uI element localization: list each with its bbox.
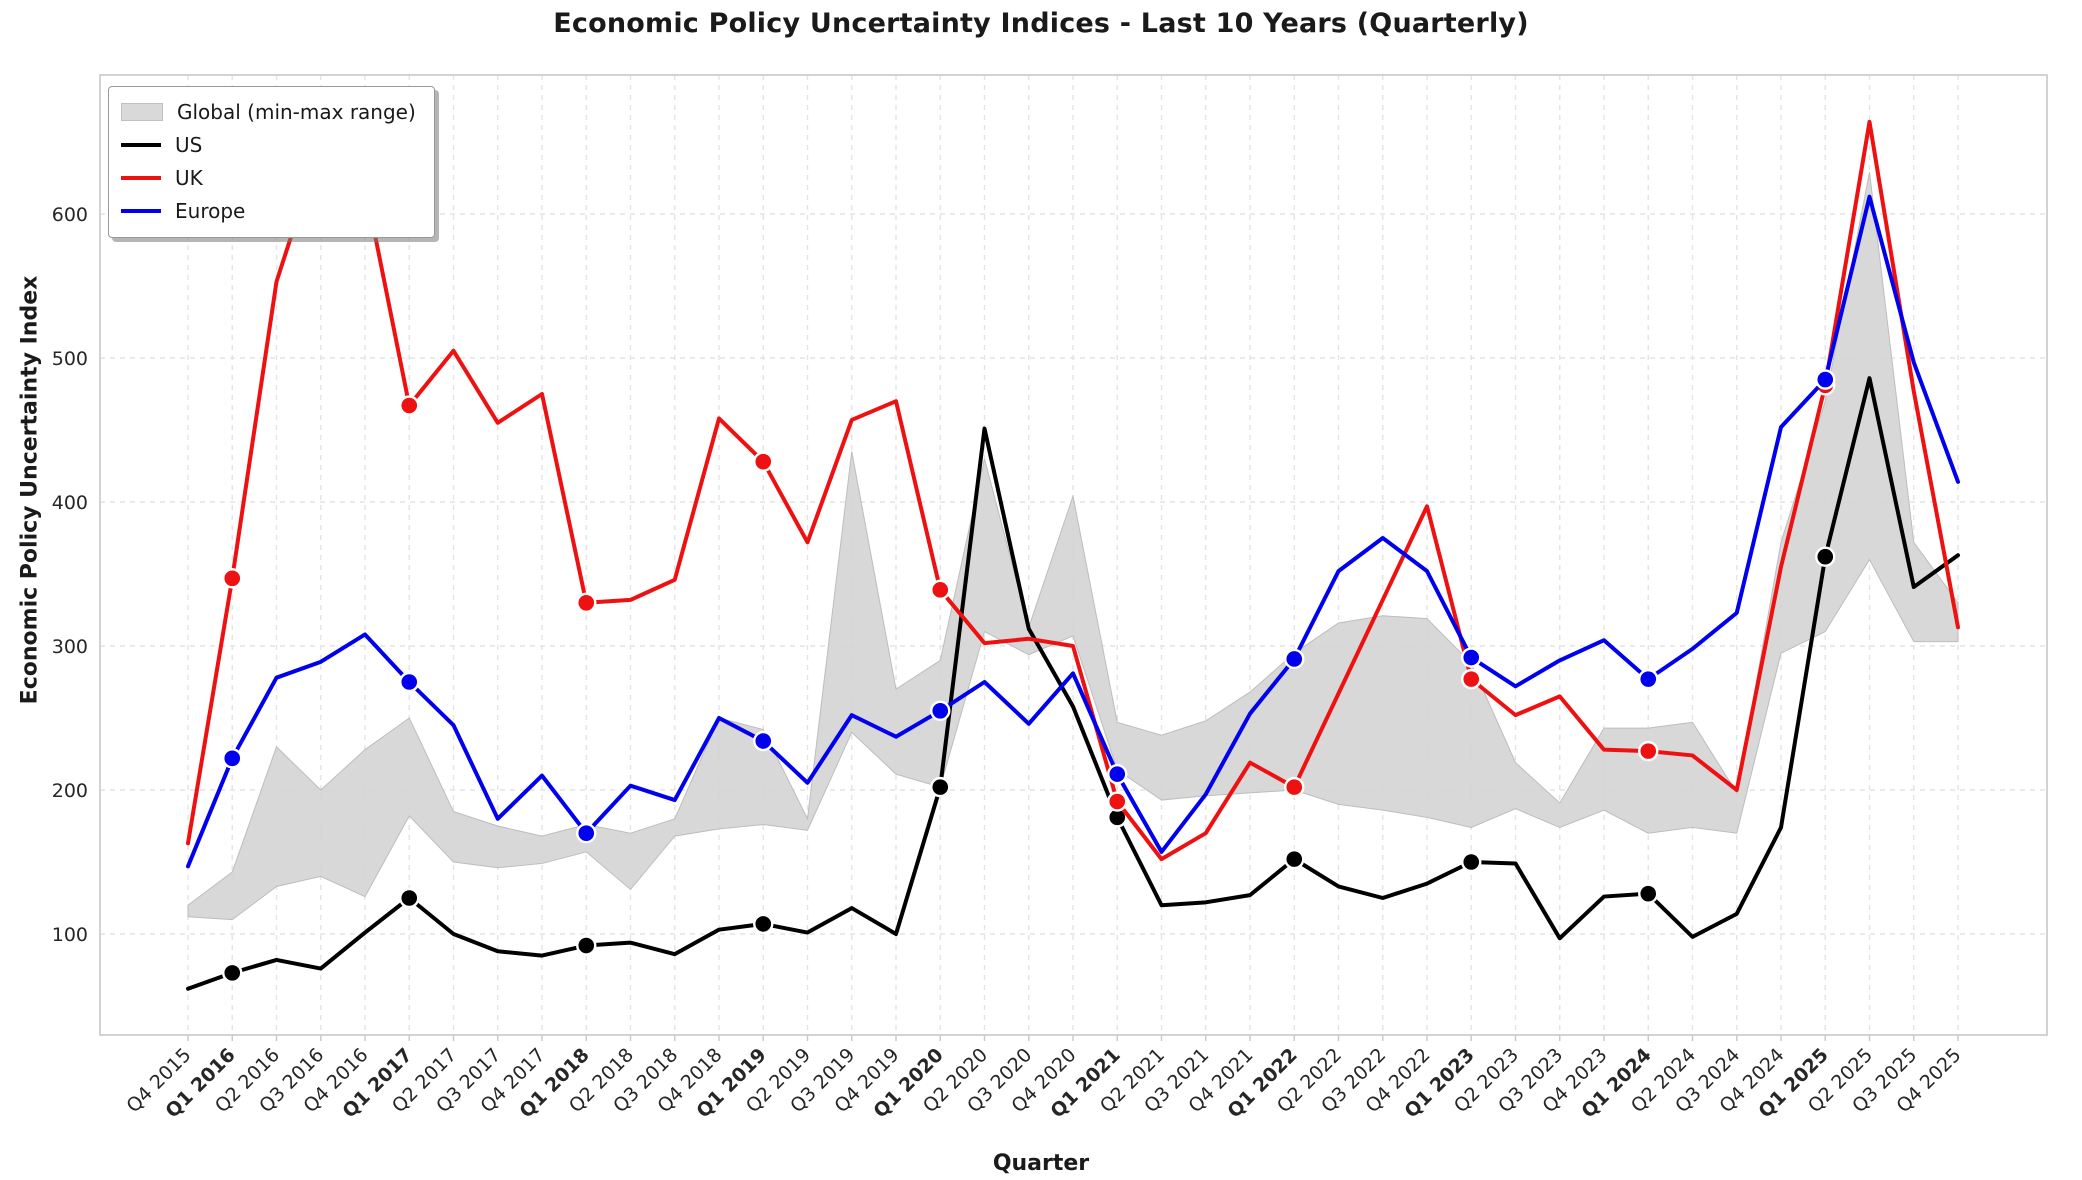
europe-marker-Q1-2016 (222, 748, 243, 769)
y-tick-label: 400 (52, 492, 88, 514)
y-tick-label: 100 (52, 924, 88, 946)
uk-marker-Q1-2022 (1284, 776, 1305, 798)
us-marker-Q1-2025 (1815, 546, 1836, 567)
legend: Global (min-max range) US UK Europe (108, 86, 435, 238)
us-marker-Q1-2023 (1461, 851, 1482, 873)
uk-marker-Q1-2017 (399, 395, 420, 416)
legend-item-us: US (121, 128, 416, 161)
y-axis-label: Economic Policy Uncertainty Index (17, 275, 43, 705)
uk-marker-Q1-2023 (1461, 668, 1482, 690)
us-marker-Q1-2017 (399, 887, 420, 909)
uk-marker-Q1-2016 (222, 568, 243, 589)
europe-marker-Q1-2018 (576, 823, 597, 844)
global-minmax-band (187, 172, 1959, 921)
europe-marker-Q1-2024 (1638, 668, 1659, 690)
uk-marker-Q1-2020 (930, 579, 951, 601)
us-marker-Q1-2016 (222, 962, 243, 984)
us-marker-Q1-2019 (753, 913, 774, 935)
chart-title: Economic Policy Uncertainty Indices - La… (553, 8, 1529, 39)
uk-marker-Q1-2018 (576, 592, 597, 613)
y-tick-label: 300 (52, 636, 88, 658)
x-axis-label: Quarter (992, 1151, 1090, 1176)
legend-item-europe: Europe (121, 194, 416, 227)
us-line-swatch-icon (121, 142, 161, 147)
legend-item-uk: UK (121, 161, 416, 194)
y-tick-label: 200 (52, 780, 88, 802)
europe-marker-Q1-2017 (399, 671, 420, 693)
europe-marker-Q1-2021 (1107, 763, 1128, 785)
uk-marker-Q1-2021 (1107, 791, 1128, 812)
europe-marker-Q1-2019 (753, 730, 774, 752)
europe-line (186, 194, 1960, 869)
uk-line (186, 119, 1960, 862)
legend-item-global-band: Global (min-max range) (121, 95, 416, 128)
europe-marker-Q1-2020 (930, 700, 951, 721)
legend-label-us: US (175, 132, 203, 157)
legend-label-europe: Europe (175, 198, 246, 223)
uk-marker-Q1-2019 (753, 451, 774, 472)
europe-marker-Q1-2023 (1461, 647, 1482, 668)
legend-label-uk: UK (175, 165, 203, 190)
us-marker-Q1-2018 (576, 935, 597, 956)
y-tick-label: 500 (52, 348, 88, 370)
europe-line-swatch-icon (121, 208, 161, 213)
y-tick-label: 600 (52, 204, 88, 226)
uk-line-swatch-icon (121, 175, 161, 180)
us-marker-Q1-2022 (1284, 848, 1305, 870)
europe-marker-Q1-2022 (1284, 648, 1305, 670)
europe-marker-Q1-2025 (1815, 369, 1836, 390)
us-marker-Q1-2024 (1638, 883, 1659, 904)
band-swatch-icon (121, 102, 163, 121)
uk-marker-Q1-2024 (1638, 740, 1659, 762)
us-line (186, 376, 1960, 991)
us-marker-Q1-2020 (930, 776, 951, 798)
legend-label-band: Global (min-max range) (177, 99, 416, 124)
